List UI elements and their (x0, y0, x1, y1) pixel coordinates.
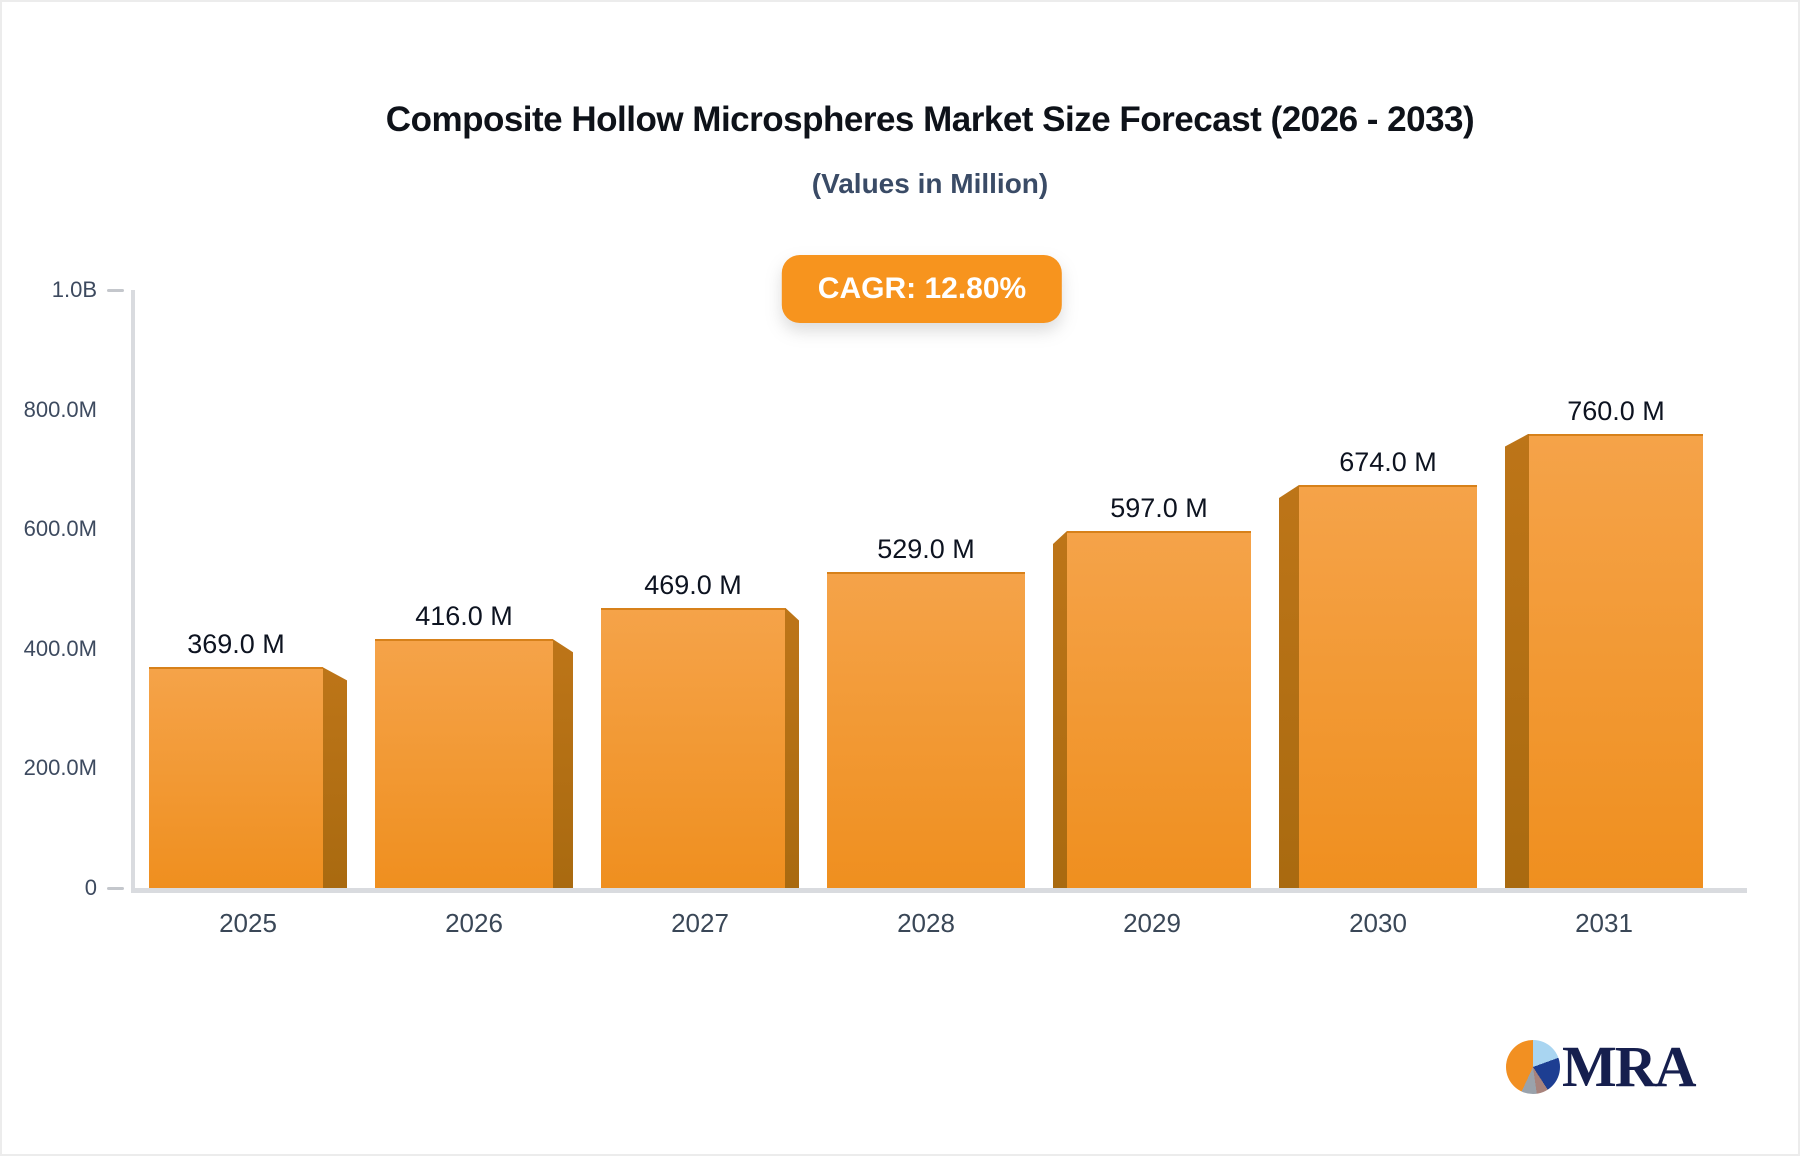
y-axis-tick (107, 887, 124, 890)
bar-side-shadow (1279, 484, 1299, 888)
bar-face (1529, 433, 1703, 888)
bar-slot: 760.0 M 2031 (1491, 290, 1717, 938)
bar-face (1299, 484, 1477, 888)
bar-2030: 674.0 M (1279, 447, 1477, 888)
bar-side-shadow (1505, 433, 1529, 888)
x-axis-label: 2027 (671, 908, 729, 938)
chart-title: Composite Hollow Microspheres Market Siz… (385, 100, 1475, 139)
bar-side-shadow (323, 667, 347, 888)
bar-face (375, 639, 553, 888)
x-axis-line (131, 888, 1747, 893)
bar-slot: 597.0 M 2029 (1039, 290, 1265, 938)
bar-value-label: 469.0 M (644, 569, 742, 600)
bar-side-shadow (1053, 531, 1067, 888)
bar-value-label: 369.0 M (187, 629, 285, 660)
y-axis-label: 0 (84, 875, 97, 900)
x-axis-label: 2025 (219, 908, 277, 938)
bars-row: 369.0 M 2025 416.0 M 2026 469.0 M 2027 529.0 M… (135, 290, 1717, 938)
brand-name: MRA (1562, 1034, 1697, 1099)
bar-2026: 416.0 M (375, 601, 573, 888)
chart-subtitle: (Values in Million) (811, 168, 1049, 199)
y-axis-tick (107, 289, 124, 292)
bar-face (827, 571, 1025, 888)
bar-slot: 469.0 M 2027 (587, 290, 813, 938)
y-axis-label: 200.0M (23, 755, 97, 781)
bar-face (1067, 531, 1251, 888)
y-axis-label: 800.0M (23, 396, 97, 422)
bar-slot: 369.0 M 2025 (135, 290, 361, 938)
bar-side-shadow (785, 607, 799, 888)
bar-slot: 529.0 M 2028 (813, 290, 1039, 938)
plot-area: 369.0 M 2025 416.0 M 2026 469.0 M 2027 529.0 M… (24, 277, 1747, 938)
bar-2028: 529.0 M (827, 534, 1025, 888)
bar-value-label: 529.0 M (877, 533, 975, 564)
bar-2029: 597.0 M (1053, 493, 1251, 888)
x-axis-label: 2029 (1123, 908, 1181, 938)
bar-value-label: 416.0 M (415, 601, 513, 632)
y-axis-label: 1.0B (51, 277, 97, 302)
brand-logo: MRA (1506, 1034, 1697, 1099)
bar-value-label: 597.0 M (1110, 493, 1208, 523)
x-axis-label: 2030 (1349, 908, 1407, 938)
bar-2025: 369.0 M (149, 629, 347, 888)
y-axis-line (131, 290, 135, 891)
bar-2027: 469.0 M (601, 570, 799, 888)
y-axis-label: 600.0M (23, 516, 97, 542)
bar-slot: 416.0 M 2026 (361, 290, 587, 938)
cagr-badge: CAGR: 12.80% (781, 255, 1063, 323)
x-axis-label: 2028 (897, 908, 955, 938)
x-axis-label: 2026 (445, 908, 503, 938)
x-axis-label: 2031 (1575, 908, 1633, 938)
bar-face (149, 667, 323, 888)
bar-side-shadow (553, 639, 573, 888)
bar-value-label: 760.0 M (1567, 395, 1665, 426)
bar-2031: 760.0 M (1505, 396, 1703, 888)
bar-value-label: 674.0 M (1339, 446, 1437, 477)
pie-chart-icon (1506, 1040, 1560, 1094)
bar-face (601, 607, 785, 888)
bar-slot: 674.0 M 2030 (1265, 290, 1491, 938)
y-axis-label: 400.0M (23, 635, 97, 661)
